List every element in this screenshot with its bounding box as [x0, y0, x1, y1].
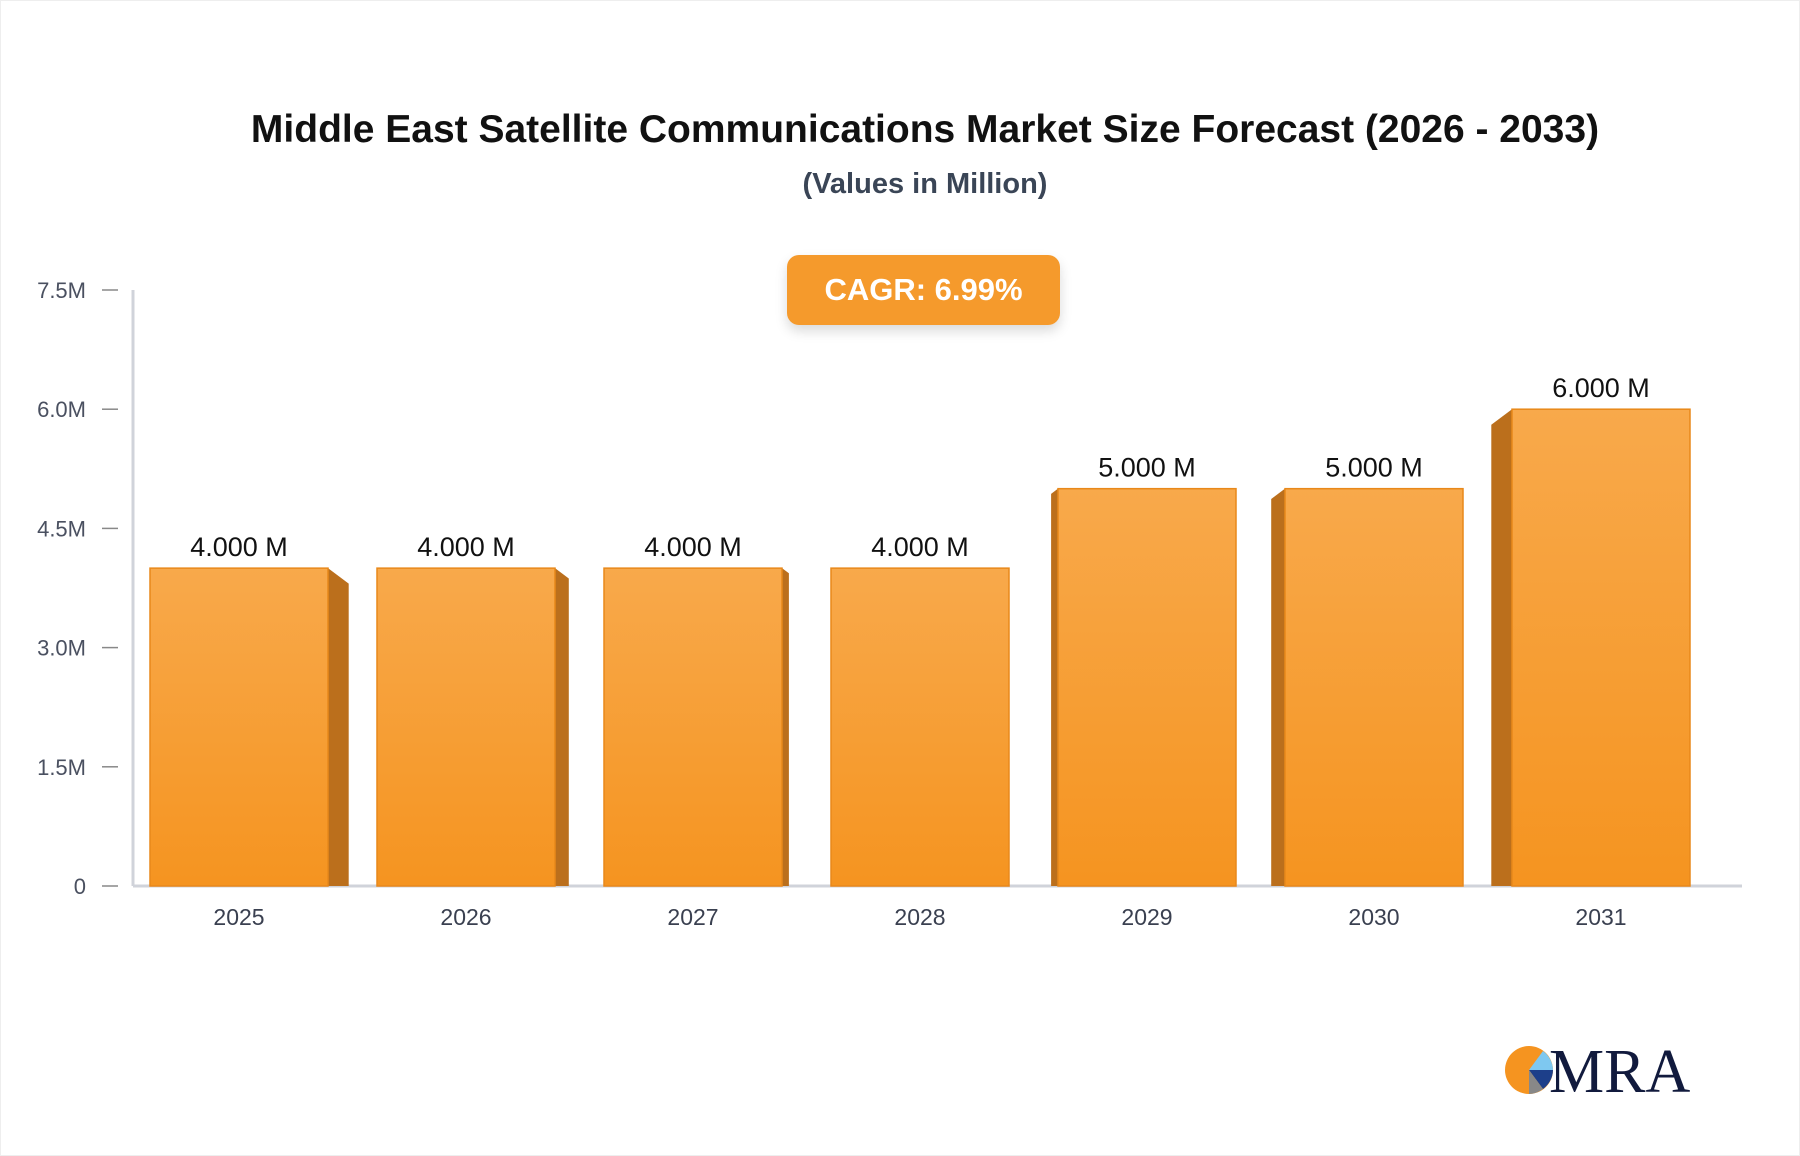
bar-side — [1271, 488, 1285, 886]
bar-2031 — [1511, 408, 1691, 887]
logo-pie-icon: MRA — [1505, 1040, 1690, 1100]
bar-side — [782, 568, 789, 886]
bar-2026 — [376, 567, 556, 887]
data-label: 5.000 M — [1325, 453, 1423, 483]
x-tick-label: 2030 — [1348, 904, 1399, 930]
y-tick-label: 3.0M — [37, 636, 86, 661]
data-label: 4.000 M — [417, 532, 515, 562]
y-tick-label: 6.0M — [37, 397, 86, 422]
bar-2030 — [1284, 487, 1464, 887]
bar-side — [555, 568, 569, 886]
y-tick-label: 4.5M — [37, 516, 86, 541]
chart-subtitle: (Values in Million) — [802, 168, 1048, 200]
mra-logo: MRA — [1505, 1040, 1705, 1100]
bar-side — [328, 568, 349, 886]
logo-text: MRA — [1549, 1040, 1690, 1100]
x-tick-label: 2025 — [213, 904, 264, 930]
x-tick-label: 2029 — [1121, 904, 1172, 930]
data-label: 4.000 M — [871, 532, 969, 562]
data-label: 4.000 M — [190, 532, 288, 562]
x-tick-label: 2026 — [440, 904, 491, 930]
y-tick-label: 7.5M — [37, 278, 86, 303]
x-tick-label: 2031 — [1575, 904, 1626, 930]
bar-side — [1491, 409, 1512, 886]
data-label: 5.000 M — [1098, 453, 1196, 483]
data-label: 6.000 M — [1552, 373, 1650, 403]
bar-2029 — [1057, 487, 1237, 887]
y-tick-label: 1.5M — [37, 755, 86, 780]
cagr-badge: CAGR: 6.99% — [787, 255, 1060, 325]
bar-2027 — [603, 567, 783, 887]
bar-2028 — [830, 567, 1010, 887]
x-tick-label: 2028 — [894, 904, 945, 930]
x-tick-label: 2027 — [667, 904, 718, 930]
bar-2025 — [149, 567, 329, 887]
data-label: 4.000 M — [644, 532, 742, 562]
y-tick-label: 0 — [74, 874, 86, 899]
chart-title: Middle East Satellite Communications Mar… — [250, 108, 1600, 151]
bar-side — [1051, 488, 1058, 886]
